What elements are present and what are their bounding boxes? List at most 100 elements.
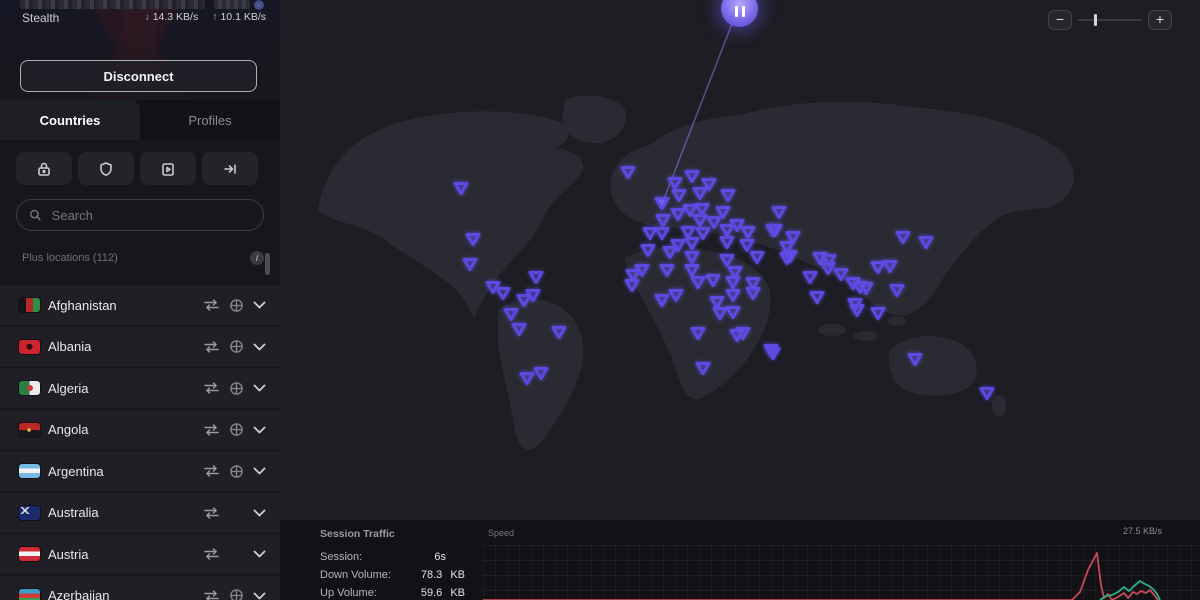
server-marker[interactable] (868, 258, 888, 276)
virtual-location-icon[interactable] (229, 381, 244, 396)
chevron-down-icon[interactable] (253, 592, 266, 600)
server-marker[interactable] (977, 384, 997, 402)
server-marker[interactable] (690, 184, 710, 202)
swap-server-icon[interactable] (203, 340, 220, 354)
search-box[interactable] (16, 199, 264, 231)
server-marker[interactable] (723, 286, 743, 304)
server-marker[interactable] (523, 286, 543, 304)
zoom-slider-thumb[interactable] (1094, 14, 1097, 26)
virtual-location-icon[interactable] (229, 298, 244, 313)
server-marker[interactable] (669, 186, 689, 204)
server-marker[interactable] (738, 223, 758, 241)
server-marker[interactable] (704, 213, 724, 231)
swap-server-icon[interactable] (203, 464, 220, 478)
server-marker[interactable] (780, 247, 800, 265)
server-marker[interactable] (723, 303, 743, 321)
server-marker[interactable] (463, 230, 483, 248)
server-marker[interactable] (856, 279, 876, 297)
server-marker[interactable] (693, 359, 713, 377)
server-marker[interactable] (666, 286, 686, 304)
filter-streaming-button[interactable] (140, 152, 196, 185)
virtual-location-icon[interactable] (229, 464, 244, 479)
country-row[interactable]: Austria (0, 534, 280, 574)
disconnect-button[interactable]: Disconnect (20, 60, 257, 92)
server-marker[interactable] (810, 249, 830, 267)
server-marker[interactable] (868, 304, 888, 322)
server-marker[interactable] (737, 236, 757, 254)
country-row[interactable]: Algeria (0, 368, 280, 408)
server-marker[interactable] (549, 323, 569, 341)
server-marker[interactable] (665, 174, 685, 192)
server-marker[interactable] (653, 211, 673, 229)
server-marker[interactable] (713, 203, 733, 221)
country-row[interactable]: Argentina (0, 451, 280, 491)
chevron-down-icon[interactable] (253, 301, 266, 309)
swap-server-icon[interactable] (203, 423, 220, 437)
country-row[interactable]: Afghanistan (0, 285, 280, 325)
server-marker[interactable] (916, 233, 936, 251)
chevron-down-icon[interactable] (253, 467, 266, 475)
server-marker[interactable] (718, 186, 738, 204)
server-marker[interactable] (451, 179, 471, 197)
server-marker[interactable] (769, 203, 789, 221)
virtual-location-icon[interactable] (229, 422, 244, 437)
server-marker[interactable] (717, 221, 737, 239)
country-row[interactable]: Australia (0, 492, 280, 533)
server-marker[interactable] (660, 243, 680, 261)
country-row[interactable]: Albania (0, 326, 280, 367)
filter-privacy-button[interactable] (78, 152, 134, 185)
server-marker[interactable] (622, 276, 642, 294)
country-row[interactable]: Angola (0, 409, 280, 450)
server-marker[interactable] (690, 211, 710, 229)
server-marker[interactable] (831, 265, 851, 283)
server-marker[interactable] (514, 291, 534, 309)
server-marker[interactable] (807, 288, 827, 306)
server-marker[interactable] (818, 259, 838, 277)
search-input[interactable] (49, 206, 251, 224)
server-marker[interactable] (725, 263, 745, 281)
chevron-down-icon[interactable] (253, 384, 266, 392)
server-marker[interactable] (652, 291, 672, 309)
filter-p2p-button[interactable] (202, 152, 258, 185)
sidebar-scrollbar-thumb[interactable] (265, 253, 270, 275)
swap-server-icon[interactable] (203, 506, 220, 520)
server-marker[interactable] (678, 223, 698, 241)
swap-server-icon[interactable] (203, 547, 220, 561)
virtual-location-icon[interactable] (229, 339, 244, 354)
server-marker[interactable] (623, 266, 643, 284)
server-marker[interactable] (717, 251, 737, 269)
server-marker[interactable] (501, 305, 521, 323)
server-marker[interactable] (707, 293, 727, 311)
server-marker[interactable] (526, 268, 546, 286)
server-marker[interactable] (747, 248, 767, 266)
chevron-down-icon[interactable] (253, 343, 266, 351)
tab-profiles[interactable]: Profiles (188, 112, 232, 128)
server-marker[interactable] (703, 271, 723, 289)
server-marker[interactable] (638, 241, 658, 259)
server-marker[interactable] (717, 233, 737, 251)
server-marker[interactable] (783, 228, 803, 246)
server-marker[interactable] (699, 175, 719, 193)
server-marker[interactable] (668, 236, 688, 254)
server-marker[interactable] (640, 224, 660, 242)
server-marker[interactable] (893, 228, 913, 246)
server-marker[interactable] (819, 251, 839, 269)
server-marker[interactable] (847, 301, 867, 319)
server-marker[interactable] (880, 257, 900, 275)
swap-server-icon[interactable] (203, 298, 220, 312)
server-marker[interactable] (692, 200, 712, 218)
server-marker[interactable] (723, 273, 743, 291)
chevron-down-icon[interactable] (253, 550, 266, 558)
server-marker[interactable] (887, 281, 907, 299)
server-marker[interactable] (531, 364, 551, 382)
server-marker[interactable] (693, 224, 713, 242)
zoom-out-button[interactable]: − (1048, 10, 1072, 30)
server-marker[interactable] (680, 201, 700, 219)
server-marker[interactable] (682, 167, 702, 185)
server-marker[interactable] (763, 344, 783, 362)
server-marker[interactable] (763, 221, 783, 239)
chevron-down-icon[interactable] (253, 426, 266, 434)
server-marker[interactable] (517, 369, 537, 387)
tab-countries[interactable]: Countries (0, 100, 140, 140)
server-marker[interactable] (618, 163, 638, 181)
